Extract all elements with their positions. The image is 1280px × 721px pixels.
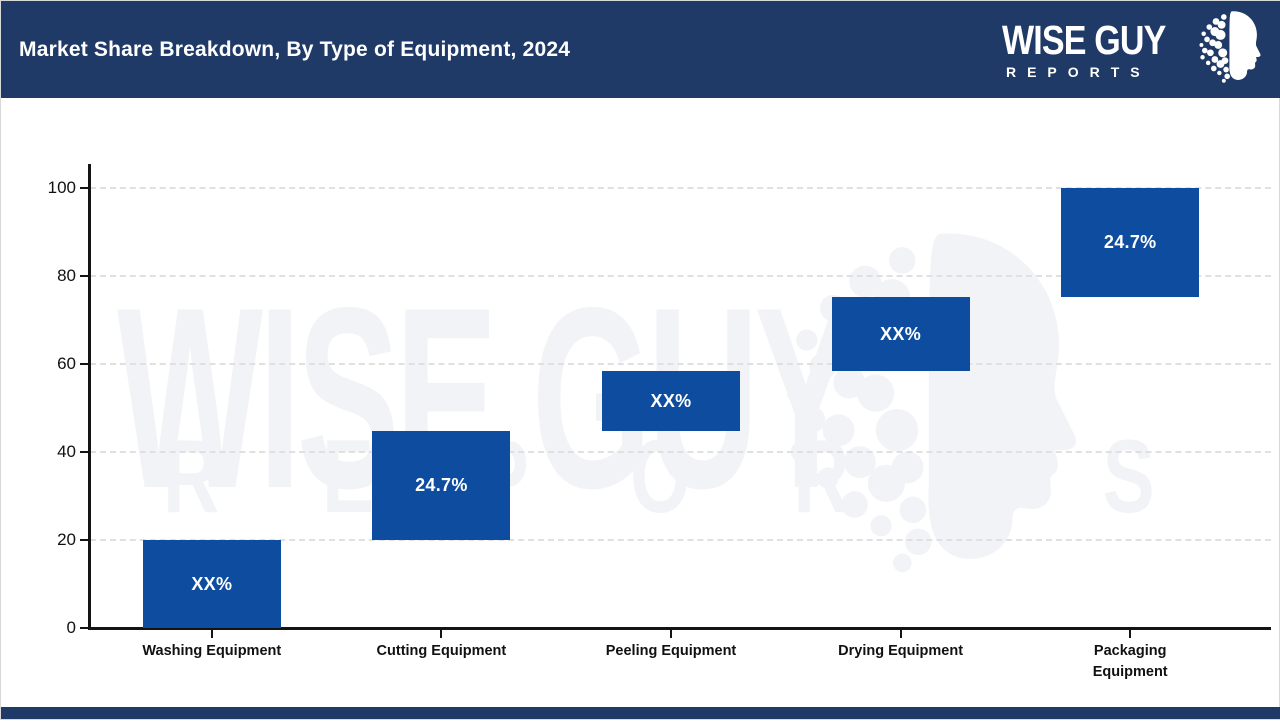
x-tick: [670, 629, 672, 638]
bar-value-label: XX%: [880, 323, 922, 344]
y-tick-label: 100: [47, 178, 76, 197]
dotted-face-icon: [1199, 11, 1261, 83]
x-category-label: Peeling Equipment: [605, 643, 737, 659]
bar: XX%: [602, 371, 740, 432]
footer-band: [1, 707, 1280, 719]
y-tick-label: 40: [57, 442, 76, 461]
bar-value-label: XX%: [650, 390, 692, 411]
x-tick: [1129, 629, 1132, 638]
gridline: [90, 539, 1271, 541]
chart-title: Market Share Breakdown, By Type of Equip…: [19, 37, 571, 61]
y-tick-label: 60: [57, 354, 76, 373]
y-tick: [80, 627, 88, 629]
x-axis-line: [88, 627, 1271, 630]
logo-wordmark: WISE GUY: [1001, 17, 1166, 63]
gridline: [90, 275, 1271, 277]
bar-value-label: XX%: [191, 573, 233, 594]
x-tick: [899, 629, 902, 638]
x-category-label: Drying Equipment: [838, 643, 964, 659]
bar-value-label: 24.7%: [1103, 231, 1157, 252]
y-tick: [80, 539, 88, 541]
x-category-label: Washing Equipment: [142, 643, 282, 659]
bar: 24.7%: [1061, 188, 1200, 297]
bar-value-label: 24.7%: [415, 475, 468, 496]
bar: XX%: [142, 540, 281, 628]
y-tick-label: 20: [57, 530, 76, 549]
y-tick: [80, 275, 88, 277]
gridline: [90, 451, 1271, 453]
gridline: [90, 187, 1271, 189]
y-tick: [80, 451, 88, 453]
logo-subtitle: REPORTS: [1005, 64, 1151, 80]
bar: XX%: [831, 296, 970, 372]
y-tick: [80, 363, 88, 365]
bar: 24.7%: [372, 431, 511, 540]
y-axis-line: [88, 164, 91, 630]
x-tick: [210, 629, 213, 638]
x-category-label: Packaging Equipment: [1092, 643, 1168, 681]
gridline: [90, 363, 1271, 365]
wise-guy-reports-logo: WISE GUY REPORTS: [1002, 7, 1267, 93]
x-tick: [440, 629, 443, 638]
y-tick: [80, 187, 88, 189]
y-tick-label: 80: [57, 266, 76, 285]
header-band: Market Share Breakdown, By Type of Equip…: [1, 1, 1280, 98]
x-category-label: Cutting Equipment: [376, 643, 507, 659]
y-tick-label: 0: [66, 618, 76, 637]
